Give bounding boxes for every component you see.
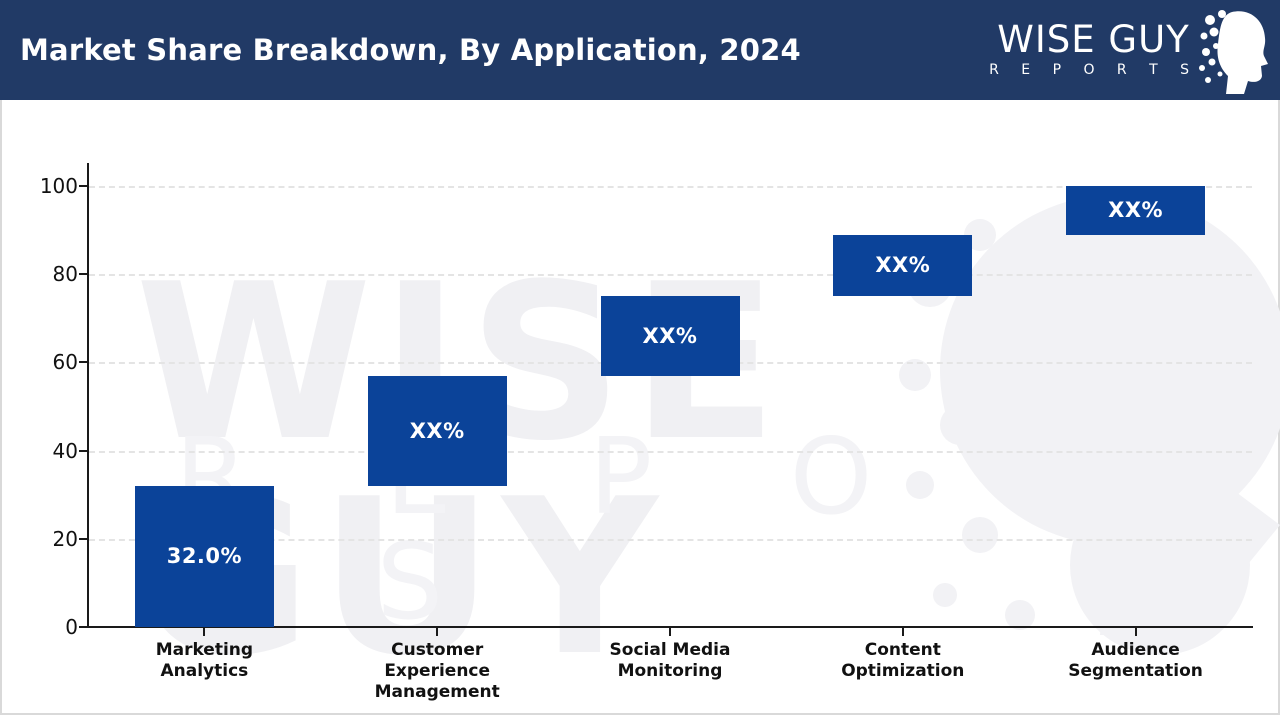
y-tick-mark [79, 361, 87, 364]
x-tick-mark [436, 628, 439, 636]
y-tick-label: 100 [39, 174, 78, 198]
x-category-label-line: Content [864, 640, 941, 660]
y-axis-line [87, 163, 89, 628]
header-bar: Market Share Breakdown, By Application, … [0, 0, 1280, 100]
y-tick-mark [79, 537, 87, 540]
bar-value-label: XX% [409, 418, 465, 443]
x-category-label-line: Social Media [609, 640, 731, 660]
x-category-label-line: Audience [1091, 640, 1180, 660]
logo-head-profile-icon [1199, 10, 1268, 94]
y-tick-label: 80 [52, 262, 78, 287]
y-tick-label: 20 [52, 526, 78, 551]
x-category-label-line: Monitoring [617, 661, 723, 681]
x-category-label: Social Media Monitoring [554, 640, 786, 682]
y-tick-mark [79, 273, 87, 276]
x-category-label-line: Optimization [841, 661, 965, 681]
x-category-label: Marketing Analytics [88, 640, 320, 682]
left-border [0, 100, 2, 715]
x-category-label-line: Analytics [160, 661, 249, 681]
bar-segment: XX% [600, 296, 740, 376]
y-tick-mark [79, 185, 87, 187]
x-category-label-line: Experience [384, 661, 491, 681]
x-axis-line [87, 626, 1253, 628]
bar-value-label: XX% [875, 253, 931, 278]
y-tick-label: 0 [65, 615, 78, 639]
page-title: Market Share Breakdown, By Application, … [20, 33, 801, 67]
logo-subtitle: R E P O R T S [989, 62, 1198, 78]
x-category-label-line: Customer [391, 640, 484, 660]
y-tick-label: 40 [52, 438, 78, 463]
x-category-label-line: Management [374, 682, 500, 702]
x-category-label: Audience Segmentation [1020, 640, 1252, 682]
bottom-border [0, 713, 1280, 715]
x-category-label-line: Segmentation [1068, 661, 1203, 681]
x-category-label-line: Marketing [155, 640, 254, 660]
x-tick-mark [1134, 628, 1137, 636]
x-category-label: Customer Experience Management [321, 640, 553, 703]
bar-segment: 32.0% [134, 485, 274, 627]
bar-segment: XX% [1066, 186, 1206, 235]
bar-segment: XX% [367, 375, 507, 486]
gridline-100 [89, 186, 1252, 188]
y-tick-mark [79, 449, 87, 452]
bar-value-label: XX% [642, 323, 698, 348]
logo-text: WISE GUY R E P O R T S [989, 18, 1198, 79]
x-tick-mark [203, 628, 206, 636]
logo-wordmark: WISE GUY [997, 18, 1190, 61]
bar-segment: XX% [833, 234, 973, 297]
bar-value-label: 32.0% [166, 544, 243, 569]
y-tick-mark [79, 626, 87, 628]
gridline-40 [89, 450, 1252, 453]
wise-guy-reports-logo: WISE GUY R E P O R T S [989, 6, 1270, 94]
gridline-80 [89, 274, 1252, 277]
y-tick-label: 60 [52, 350, 78, 375]
bar-value-label: XX% [1108, 198, 1164, 223]
x-category-label: Content Optimization [787, 640, 1019, 682]
gridline-20 [89, 538, 1252, 541]
x-tick-mark [901, 628, 904, 636]
x-tick-mark [669, 628, 671, 636]
